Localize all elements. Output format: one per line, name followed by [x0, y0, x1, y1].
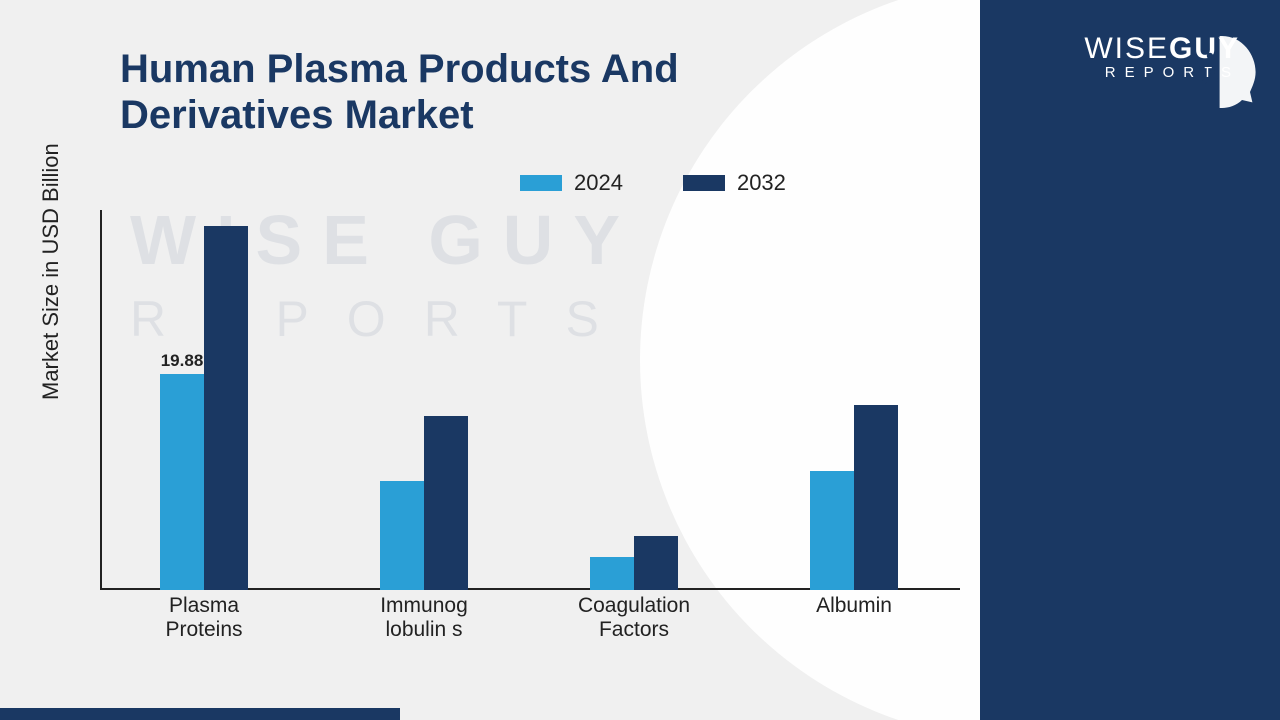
bar-group: 19.88Plasma Proteins [160, 226, 248, 590]
category-label: Plasma Proteins [144, 590, 264, 642]
report-canvas: WISE GUY REPORTS WISEGUY REPORTS Human P… [0, 0, 1280, 720]
legend-label-2024: 2024 [574, 170, 623, 196]
bar-group: Coagulation Factors [590, 536, 678, 590]
brand-head-icon [1182, 32, 1262, 112]
bar [424, 416, 468, 590]
bar-value-label: 19.88 [161, 351, 204, 371]
y-axis-label: Market Size in USD Billion [38, 143, 64, 400]
bar [854, 405, 898, 590]
category-label: Immunog lobulin s [369, 590, 479, 642]
bar-group: Albumin [810, 405, 898, 590]
footer-accent-bar [0, 708, 400, 720]
chart-title: Human Plasma Products And Derivatives Ma… [120, 46, 760, 138]
bar [810, 471, 854, 590]
plot-area: 19.88Plasma Proteins Immunog lobulin s Coa… [100, 210, 960, 590]
legend-item-2032: 2032 [683, 170, 786, 196]
bar: 19.88 [160, 374, 204, 590]
bar [380, 481, 424, 590]
legend-label-2032: 2032 [737, 170, 786, 196]
y-axis-line [100, 210, 102, 590]
bar-group: Immunog lobulin s [380, 416, 468, 590]
legend-swatch-2024 [520, 175, 562, 191]
brand-word-wise: WISE [1084, 32, 1169, 65]
category-label: Coagulation Factors [564, 590, 704, 642]
category-label: Albumin [794, 590, 914, 618]
legend-swatch-2032 [683, 175, 725, 191]
legend-item-2024: 2024 [520, 170, 623, 196]
bar [590, 557, 634, 590]
legend: 2024 2032 [520, 170, 786, 196]
bar [634, 536, 678, 590]
bar [204, 226, 248, 590]
